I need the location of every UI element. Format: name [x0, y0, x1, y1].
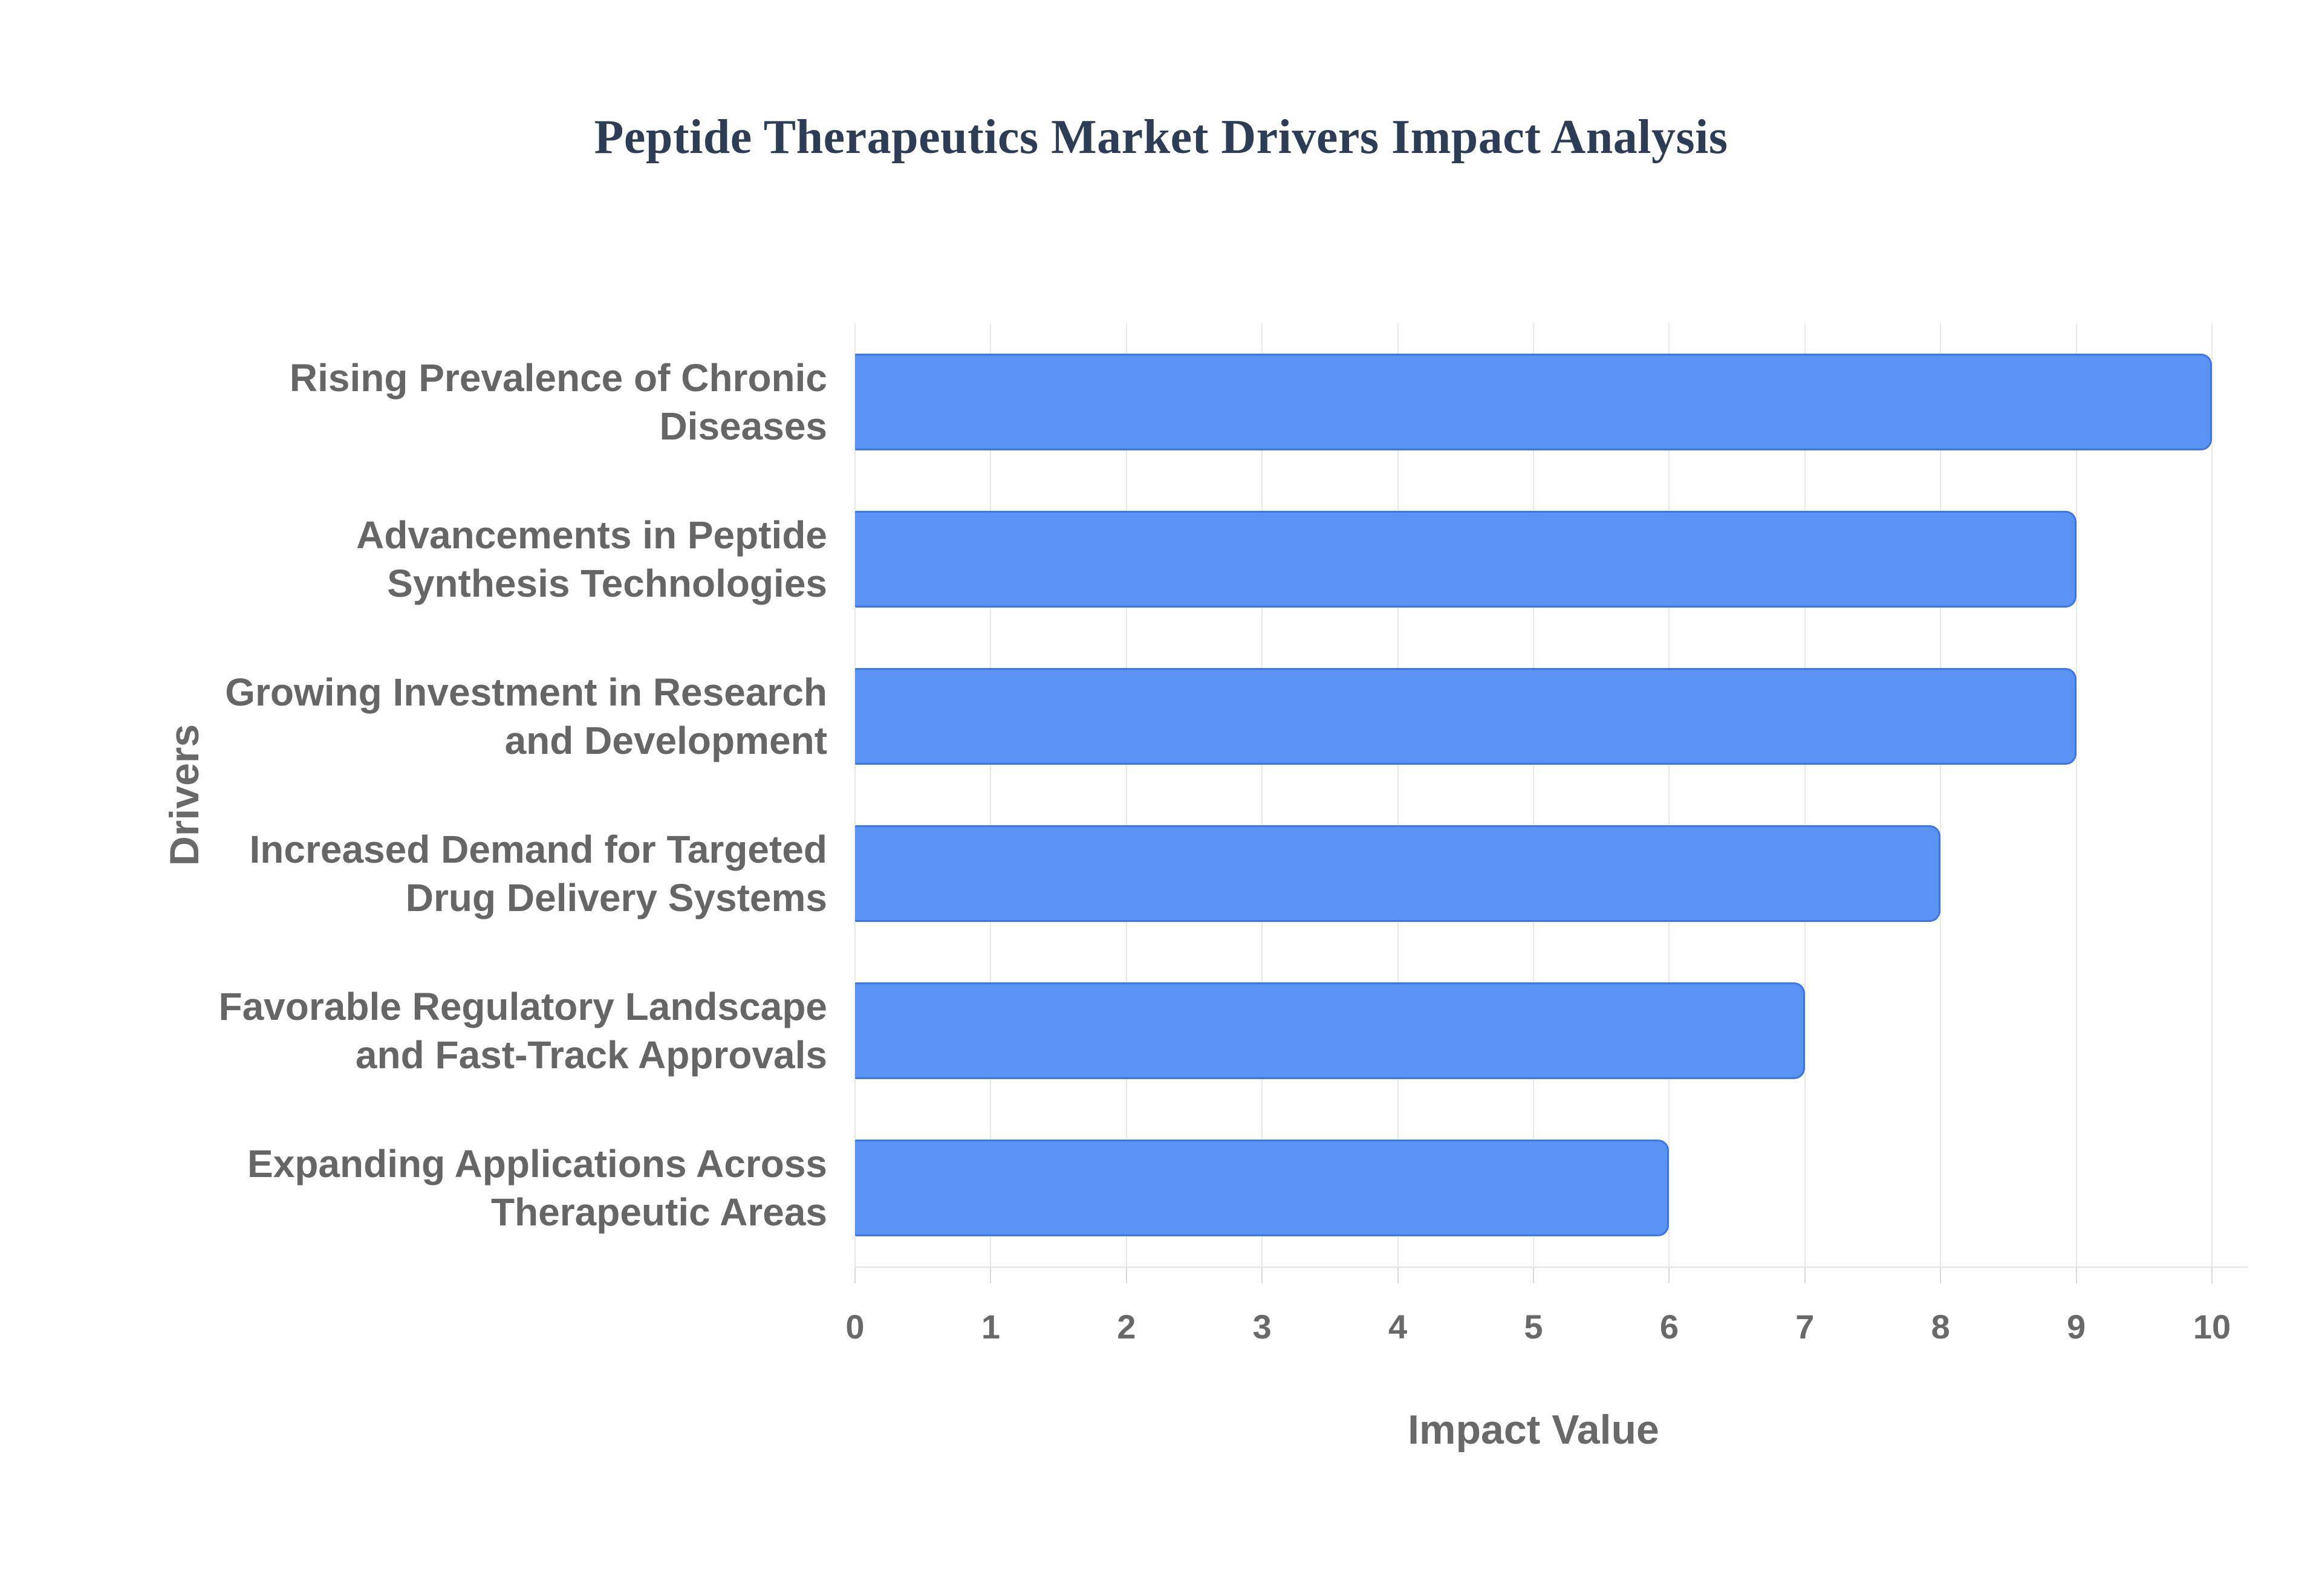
x-tick-label: 10 [2193, 1308, 2231, 1346]
bar [855, 1140, 1670, 1236]
x-tick-label: 5 [1524, 1308, 1543, 1346]
bar [855, 668, 2076, 765]
x-tick-mark [1397, 1268, 1399, 1283]
chart-title: Peptide Therapeutics Market Drivers Impa… [594, 111, 1728, 164]
x-tick-label: 9 [2067, 1308, 2086, 1346]
category-label: Rising Prevalence of Chronic Diseases [289, 356, 827, 448]
x-tick-label: 1 [981, 1308, 1000, 1346]
gridline [1261, 323, 1263, 1267]
gridline [1125, 323, 1127, 1267]
x-tick-label: 6 [1659, 1308, 1679, 1346]
gridline [1533, 323, 1534, 1267]
x-axis-title: Impact Value [1408, 1407, 1659, 1453]
bar [855, 825, 1941, 922]
category-label: Expanding Applications Across Therapeuti… [247, 1142, 827, 1234]
x-tick-mark [1668, 1268, 1670, 1283]
x-tick-mark [1940, 1268, 1942, 1283]
x-tick-mark [1125, 1268, 1127, 1283]
category-label: Advancements in Peptide Synthesis Techno… [356, 513, 827, 605]
y-axis-title: Drivers [161, 724, 207, 866]
x-tick-label: 2 [1117, 1308, 1136, 1346]
category-label: Increased Demand for Targeted Drug Deliv… [249, 828, 827, 920]
x-tick-label: 4 [1388, 1308, 1408, 1346]
x-tick-label: 3 [1252, 1308, 1272, 1346]
x-tick-mark [2211, 1268, 2213, 1283]
gridline [854, 323, 856, 1267]
x-tick-mark [1804, 1268, 1806, 1283]
gridline [1668, 323, 1670, 1267]
plot-area [854, 323, 2248, 1283]
x-tick-mark [854, 1268, 856, 1283]
gridline [2211, 323, 2213, 1267]
gridline [1804, 323, 1806, 1267]
bar [855, 354, 2212, 450]
bar [855, 982, 1805, 1079]
gridline [1397, 323, 1399, 1267]
category-label: Favorable Regulatory Landscape and Fast-… [218, 985, 827, 1077]
x-tick-label: 7 [1795, 1308, 1815, 1346]
x-tick-mark [990, 1268, 992, 1283]
gridline [1940, 323, 1942, 1267]
gridline [990, 323, 992, 1267]
x-tick-label: 8 [1931, 1308, 1950, 1346]
x-axis-line [855, 1267, 2248, 1268]
x-tick-mark [1533, 1268, 1534, 1283]
gridline [2075, 323, 2077, 1267]
category-label: Growing Investment in Research and Devel… [225, 670, 827, 762]
x-tick-mark [2075, 1268, 2077, 1283]
bar [855, 511, 2076, 608]
x-tick-mark [1261, 1268, 1263, 1283]
x-tick-label: 0 [845, 1308, 865, 1346]
